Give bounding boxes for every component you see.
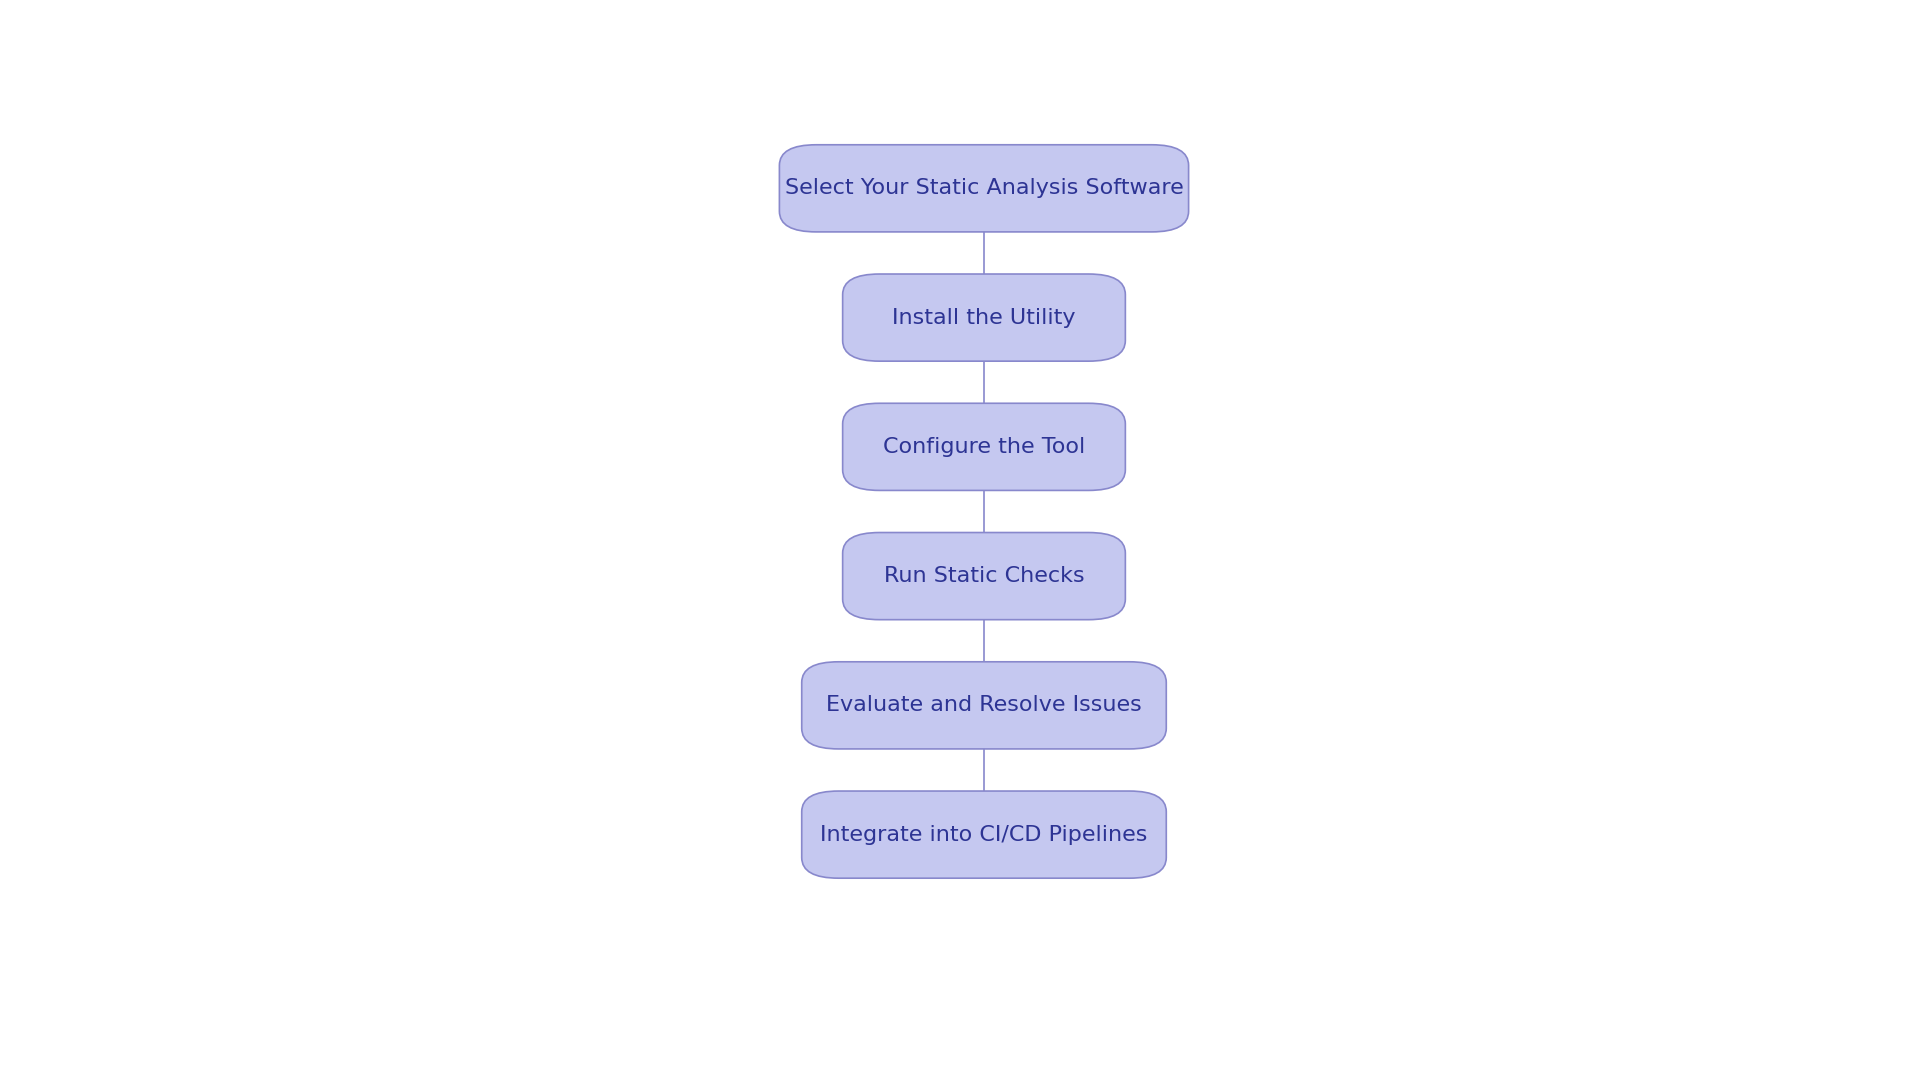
FancyBboxPatch shape [843, 533, 1125, 619]
FancyBboxPatch shape [843, 274, 1125, 361]
FancyBboxPatch shape [803, 662, 1165, 749]
Text: Evaluate and Resolve Issues: Evaluate and Resolve Issues [826, 695, 1142, 716]
Text: Run Static Checks: Run Static Checks [883, 566, 1085, 586]
Text: Select Your Static Analysis Software: Select Your Static Analysis Software [785, 179, 1183, 198]
FancyBboxPatch shape [803, 791, 1165, 878]
Text: Integrate into CI/CD Pipelines: Integrate into CI/CD Pipelines [820, 824, 1148, 845]
FancyBboxPatch shape [843, 403, 1125, 491]
FancyBboxPatch shape [780, 145, 1188, 232]
Text: Install the Utility: Install the Utility [893, 308, 1075, 327]
Text: Configure the Tool: Configure the Tool [883, 436, 1085, 457]
